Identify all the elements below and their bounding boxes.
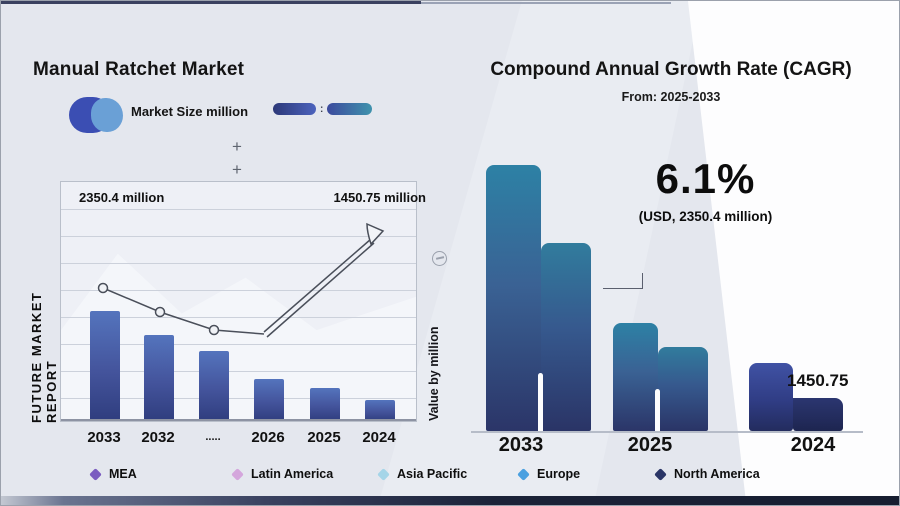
x-label-2026: 2026 (251, 429, 285, 446)
pill-dark-blue (273, 103, 316, 115)
plus-icon: + (232, 137, 242, 156)
cagr-bar-2025-secondary (658, 347, 708, 431)
cagr-detail: (USD, 2350.4 million) (638, 209, 773, 224)
right-x-label-2025: 2025 (627, 434, 673, 456)
right-header: Compound Annual Growth Rate (CAGR) From:… (461, 59, 881, 104)
gridline (61, 263, 416, 264)
gridline (61, 209, 416, 210)
bar-value-label: 1450.75 (787, 371, 849, 390)
gridline (61, 398, 416, 399)
cagr-value: 6.1% (655, 155, 756, 202)
bar-2024 (365, 400, 395, 421)
pill-separator: : (320, 103, 324, 115)
market-size-chart: 2350.4 million 1450.75 million (60, 181, 426, 422)
legend-item-north-america: North America (654, 467, 760, 481)
gridline (61, 236, 416, 237)
bar-2033 (90, 311, 120, 421)
cagr-highlight: 6.1% (USD, 2350.4 million) (598, 155, 813, 224)
future-market-report-watermark: FUTURE MARKET REPORT (29, 291, 59, 423)
bottom-accent-strip (1, 496, 899, 505)
annotation-1450: 1450.75 million (333, 190, 427, 205)
bar-..... (199, 351, 229, 421)
legend-label: Asia Pacific (397, 467, 468, 481)
cagr-bar-2033-secondary (541, 243, 591, 431)
x-label-2025: 2025 (307, 429, 341, 446)
legend-diamond-icon (654, 467, 667, 481)
legend-item-europe: Europe (517, 467, 581, 481)
legend-label: MEA (109, 467, 137, 481)
legend-item-mea: MEA (89, 467, 137, 481)
bar-2032 (144, 335, 174, 421)
legend-diamond-icon (231, 467, 244, 481)
bar-notch (538, 373, 543, 431)
x-label-.....: ..... (205, 431, 221, 443)
circle-minus-icon (432, 251, 447, 266)
legend-item-latin-america: Latin America (231, 467, 334, 481)
legend-label: North America (674, 467, 760, 481)
legend-diamond-icon (377, 467, 390, 481)
step-bracket-line (603, 273, 643, 289)
x-label-2024: 2024 (362, 429, 396, 446)
right-x-label-2033: 2033 (498, 434, 544, 456)
plus-icon: + (232, 160, 242, 179)
legend-item-asia-pacific: Asia Pacific (377, 467, 468, 481)
cagr-subtitle: From: 2025-2033 (621, 90, 721, 104)
top-accent-strip-light (421, 2, 671, 4)
bar-2026 (254, 379, 284, 421)
x-axis-line (61, 419, 416, 421)
legend-diamond-icon (517, 467, 530, 481)
cylinder-icon (69, 97, 123, 133)
pill-teal (327, 103, 373, 115)
gridline (61, 344, 416, 345)
market-size-label: Market Size million (131, 104, 249, 119)
cagr-bar-2025-primary (613, 323, 658, 431)
gridline (61, 371, 416, 372)
legend-label: Latin America (251, 467, 334, 481)
cagr-bar-2024-primary (749, 363, 793, 431)
x-label-2033: 2033 (87, 429, 121, 446)
right-axis-line (471, 431, 863, 433)
cagr-bar-2024-secondary (793, 398, 843, 431)
page-title: Manual Ratchet Market (33, 59, 245, 80)
x-label-2032: 2032 (141, 429, 175, 446)
gridline (61, 290, 416, 291)
cagr-title: Compound Annual Growth Rate (CAGR) (490, 59, 852, 80)
cagr-bar-2033-primary (486, 165, 541, 431)
gradient-pills: : (273, 103, 373, 115)
bar-notch (655, 389, 660, 431)
legend-label: Europe (537, 467, 581, 481)
top-accent-strip (1, 1, 421, 4)
annotation-2350: 2350.4 million (79, 190, 165, 205)
legend-diamond-icon (89, 467, 102, 481)
bar-2025 (310, 388, 340, 421)
right-x-label-2024: 2024 (790, 434, 836, 456)
value-axis-label: Value by million (427, 326, 441, 421)
